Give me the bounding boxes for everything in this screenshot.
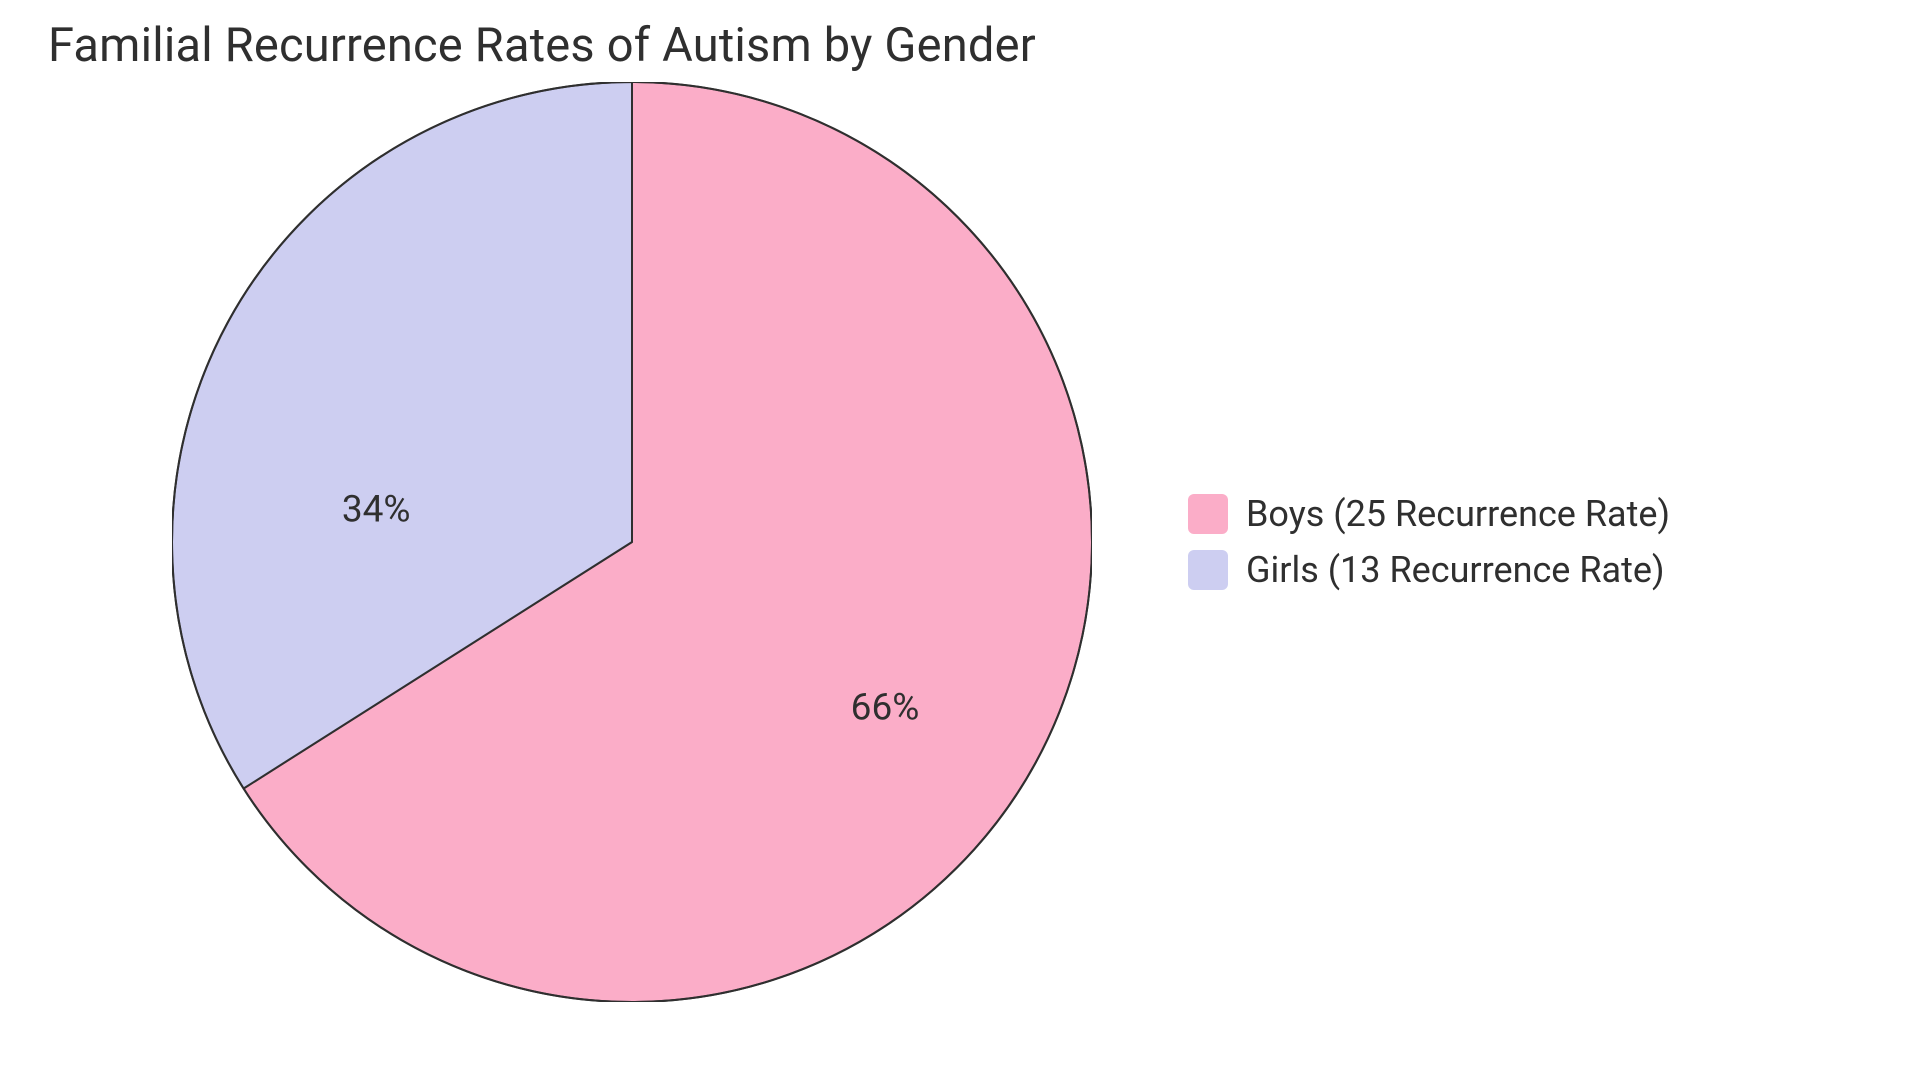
pie-slice-label-boys: 66% — [851, 687, 920, 730]
legend-label-boys: Boys (25 Recurrence Rate) — [1246, 493, 1670, 535]
chart-title: Familial Recurrence Rates of Autism by G… — [48, 18, 1036, 73]
pie-slice-label-girls: 34% — [342, 488, 411, 531]
legend-label-girls: Girls (13 Recurrence Rate) — [1246, 549, 1664, 591]
legend-swatch-boys — [1188, 494, 1228, 534]
legend-item-boys: Boys (25 Recurrence Rate) — [1188, 493, 1670, 535]
legend-item-girls: Girls (13 Recurrence Rate) — [1188, 549, 1670, 591]
pie-svg: 66% 34% — [172, 82, 1092, 1002]
pie-chart: 66% 34% — [172, 82, 1092, 1002]
legend-swatch-girls — [1188, 550, 1228, 590]
chart-container: Familial Recurrence Rates of Autism by G… — [0, 0, 1920, 1083]
legend: Boys (25 Recurrence Rate) Girls (13 Recu… — [1188, 493, 1670, 591]
